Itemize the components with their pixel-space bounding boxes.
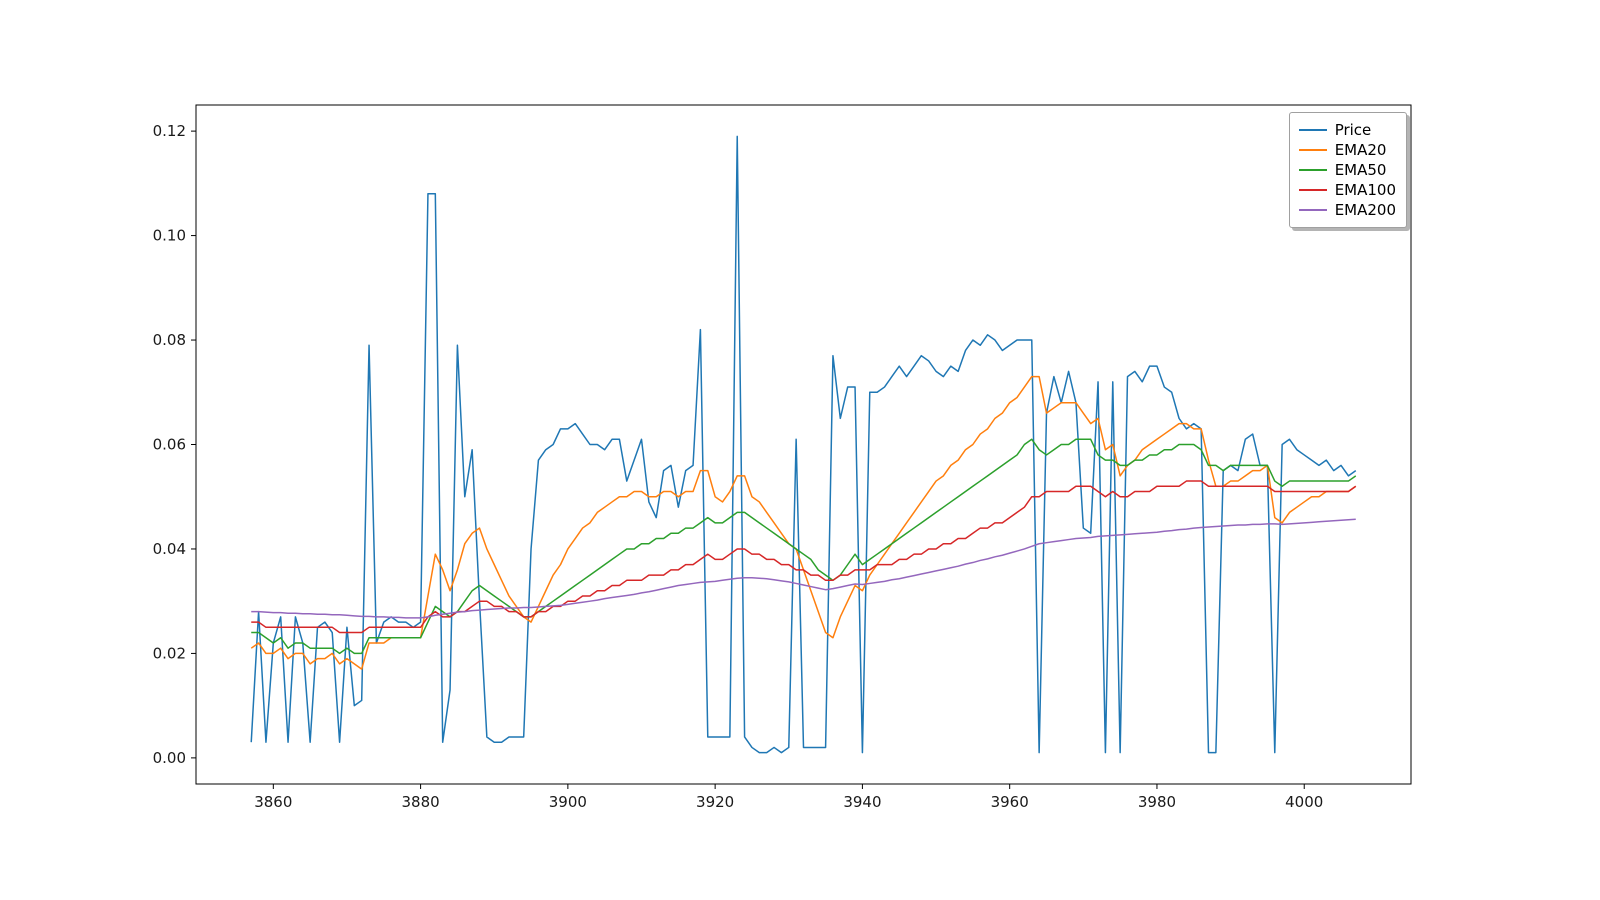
legend-item-ema100: EMA100 <box>1298 180 1396 200</box>
y-tick-label: 0.00 <box>153 749 186 767</box>
legend-line-swatch-price <box>1298 129 1327 131</box>
legend-item-ema50: EMA50 <box>1298 160 1396 180</box>
x-tick-label: 3920 <box>696 793 734 811</box>
x-tick-label: 4000 <box>1285 793 1323 811</box>
legend-label-ema200: EMA200 <box>1334 201 1396 219</box>
series-line-ema50 <box>251 438 1357 655</box>
legend-line-swatch-ema20 <box>1298 149 1327 151</box>
legend-line-swatch-ema50 <box>1298 169 1327 171</box>
y-tick-label: 0.02 <box>153 644 186 662</box>
y-tick-label: 0.08 <box>153 331 186 349</box>
legend-item-ema20: EMA20 <box>1298 140 1396 160</box>
legend-item-price: Price <box>1298 120 1396 140</box>
x-tick-label: 3960 <box>991 793 1029 811</box>
y-tick-label: 0.10 <box>153 227 186 245</box>
x-tick-label: 3860 <box>254 793 292 811</box>
y-tick-label: 0.12 <box>153 122 186 140</box>
y-tick-label: 0.04 <box>153 540 186 558</box>
legend-label-ema50: EMA50 <box>1334 161 1387 179</box>
legend-label-price: Price <box>1334 121 1372 139</box>
y-tick-label: 0.06 <box>153 436 186 454</box>
series-line-price <box>250 135 1357 754</box>
axes-box <box>195 104 1412 785</box>
x-tick-label: 3900 <box>549 793 587 811</box>
legend-item-ema200: EMA200 <box>1298 200 1396 220</box>
x-tick-label: 3880 <box>401 793 439 811</box>
x-tick-label: 3980 <box>1138 793 1176 811</box>
legend-label-ema100: EMA100 <box>1334 181 1396 199</box>
legend-line-swatch-ema100 <box>1298 189 1327 191</box>
legend: Price EMA20 EMA50 EMA100 EMA200 <box>1288 112 1407 228</box>
legend-label-ema20: EMA20 <box>1334 141 1387 159</box>
legend-line-swatch-ema200 <box>1298 209 1327 211</box>
x-tick-label: 3940 <box>843 793 881 811</box>
series-line-ema200 <box>251 518 1356 619</box>
series-line-ema100 <box>251 480 1357 634</box>
